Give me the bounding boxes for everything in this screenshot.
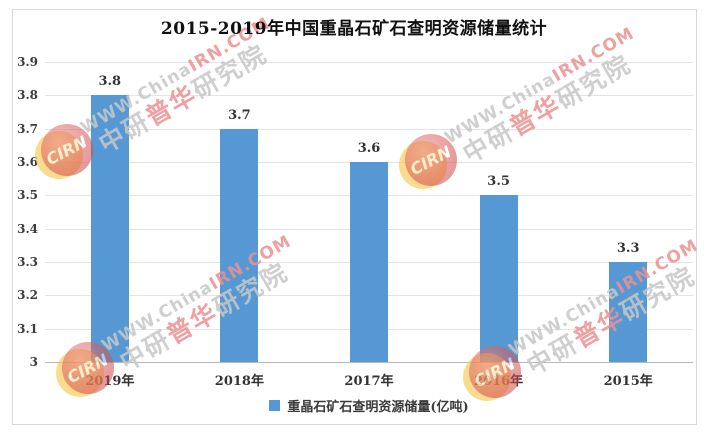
y-axis-tick-label: 3.8 bbox=[17, 88, 38, 103]
gridline bbox=[45, 362, 693, 363]
y-axis-tick-label: 3.9 bbox=[17, 55, 38, 69]
y-axis-tick-label: 3.4 bbox=[17, 221, 38, 236]
legend: 重晶石矿石查明资源储量(亿吨) bbox=[45, 396, 693, 415]
bar-2016年 bbox=[479, 195, 518, 362]
bar-value-label: 3.3 bbox=[616, 241, 640, 256]
bar-2019年 bbox=[90, 95, 129, 362]
bar-2015年 bbox=[609, 262, 648, 362]
chart-title: 2015-2019年中国重晶石矿石查明资源储量统计 bbox=[160, 19, 548, 39]
gridline bbox=[45, 62, 693, 63]
plot-area: 3.9 3.8 3.7 3.6 3.5 3.4 3.3 3.2 3.1 3 3.8 2019年 3.7 2… bbox=[17, 56, 693, 389]
x-axis-category-label: 2015年 bbox=[603, 374, 653, 389]
y-axis-tick-label: 3.3 bbox=[17, 255, 38, 269]
x-axis-category-label: 2019年 bbox=[85, 374, 135, 389]
x-axis-category-label: 2018年 bbox=[214, 374, 264, 389]
y-axis-tick-label: 3.1 bbox=[17, 321, 38, 336]
gridline bbox=[45, 128, 693, 130]
bar-2017年 bbox=[350, 162, 388, 362]
x-axis-category-label: 2017年 bbox=[344, 374, 394, 389]
x-axis-category-label: 2016年 bbox=[474, 374, 524, 389]
legend-label: 重晶石矿石查明资源储量(亿吨) bbox=[287, 400, 469, 415]
y-axis-tick-label: 3.5 bbox=[17, 188, 38, 203]
y-axis-tick-label: 3.7 bbox=[17, 121, 38, 136]
y-axis-tick-label: 3.6 bbox=[17, 155, 38, 169]
y-axis-tick-label: 3.2 bbox=[17, 288, 38, 303]
gridline bbox=[45, 95, 693, 97]
bar-value-label: 3.7 bbox=[228, 107, 251, 123]
bar-value-label: 3.8 bbox=[98, 74, 122, 90]
bar-value-label: 3.6 bbox=[357, 141, 381, 156]
bar-value-label: 3.5 bbox=[487, 174, 510, 190]
y-axis-tick-label: 3 bbox=[29, 355, 38, 369]
bar-2018年 bbox=[220, 128, 259, 362]
legend-swatch-icon bbox=[269, 400, 281, 411]
